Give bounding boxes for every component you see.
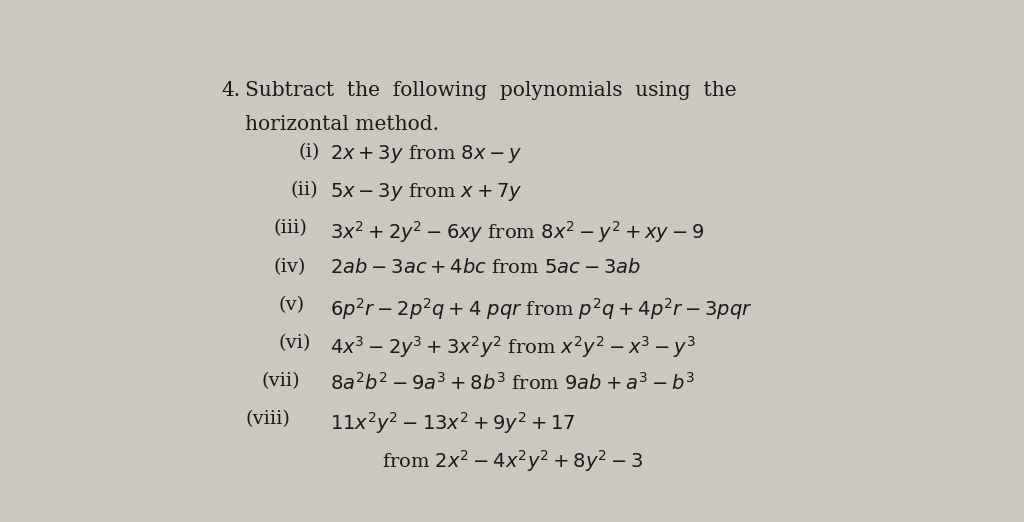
Text: $8a^2b^2 - 9a^3 + 8b^3$ from $9ab + a^3 - b^3$: $8a^2b^2 - 9a^3 + 8b^3$ from $9ab + a^3 … <box>331 372 695 394</box>
Text: $5x - 3y$ from $x + 7y$: $5x - 3y$ from $x + 7y$ <box>331 181 523 203</box>
Text: (v): (v) <box>279 296 305 314</box>
Text: (viii): (viii) <box>246 410 291 429</box>
Text: (ii): (ii) <box>291 181 318 199</box>
Text: $3x^2 + 2y^2 - 6xy$ from $8x^2 - y^2 + xy - 9$: $3x^2 + 2y^2 - 6xy$ from $8x^2 - y^2 + x… <box>331 219 705 245</box>
Text: $4x^3 - 2y^3 + 3x^2y^2$ from $x^2y^2 - x^3 - y^3$: $4x^3 - 2y^3 + 3x^2y^2$ from $x^2y^2 - x… <box>331 334 696 360</box>
Text: (vi): (vi) <box>279 334 311 352</box>
Text: (vii): (vii) <box>261 372 300 390</box>
Text: from $2x^2 - 4x^2y^2 + 8y^2 - 3$: from $2x^2 - 4x^2y^2 + 8y^2 - 3$ <box>382 448 643 474</box>
Text: Subtract  the  following  polynomials  using  the: Subtract the following polynomials using… <box>246 81 737 100</box>
Text: (iii): (iii) <box>273 219 307 238</box>
Text: $2ab - 3ac + 4bc$ from $5ac - 3ab$: $2ab - 3ac + 4bc$ from $5ac - 3ab$ <box>331 257 642 277</box>
Text: horizontal method.: horizontal method. <box>246 115 439 134</box>
Text: 4.: 4. <box>221 81 241 100</box>
Text: $6p^2r - 2p^2q + 4\ pqr$ from $p^2q + 4p^2r - 3pqr$: $6p^2r - 2p^2q + 4\ pqr$ from $p^2q + 4p… <box>331 296 753 322</box>
Text: (i): (i) <box>299 143 319 161</box>
Text: $11x^2y^2 - 13x^2 + 9y^2 + 17$: $11x^2y^2 - 13x^2 + 9y^2 + 17$ <box>331 410 577 436</box>
Text: (iv): (iv) <box>273 257 305 276</box>
Text: $2x + 3y$ from $8x - y$: $2x + 3y$ from $8x - y$ <box>331 143 523 165</box>
